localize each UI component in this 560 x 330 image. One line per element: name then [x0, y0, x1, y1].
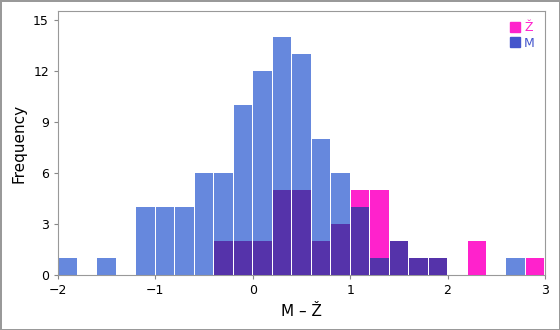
Bar — [331, 173, 349, 275]
X-axis label: M – Ž: M – Ž — [281, 304, 322, 319]
Bar — [156, 207, 174, 275]
Bar — [292, 190, 311, 275]
Bar — [214, 241, 233, 275]
Bar — [390, 241, 408, 275]
Bar — [428, 258, 447, 275]
Bar — [370, 258, 389, 275]
Bar — [390, 241, 408, 275]
Bar — [195, 173, 213, 275]
Bar — [273, 37, 291, 275]
Bar — [506, 258, 525, 275]
Bar — [97, 258, 116, 275]
Bar — [409, 258, 428, 275]
Bar — [370, 258, 389, 275]
Bar — [331, 224, 349, 275]
Bar — [175, 207, 194, 275]
Bar — [214, 241, 233, 275]
Bar — [468, 241, 486, 275]
Bar — [409, 258, 428, 275]
Bar — [331, 224, 349, 275]
Bar — [253, 241, 272, 275]
Bar — [292, 54, 311, 275]
Bar — [370, 190, 389, 275]
Bar — [234, 241, 252, 275]
Bar — [390, 241, 408, 275]
Bar — [428, 258, 447, 275]
Bar — [253, 71, 272, 275]
Bar — [292, 190, 311, 275]
Bar — [312, 241, 330, 275]
Bar — [351, 190, 369, 275]
Bar — [253, 241, 272, 275]
Bar — [273, 190, 291, 275]
Bar — [137, 207, 155, 275]
Y-axis label: Frequency: Frequency — [11, 103, 26, 182]
Legend: Ž, M: Ž, M — [507, 17, 539, 53]
Bar — [351, 207, 369, 275]
Bar — [273, 190, 291, 275]
Bar — [234, 105, 252, 275]
Bar — [214, 173, 233, 275]
Bar — [428, 258, 447, 275]
Bar — [351, 207, 369, 275]
Bar — [58, 258, 77, 275]
Bar — [312, 139, 330, 275]
Bar — [409, 258, 428, 275]
Bar — [312, 241, 330, 275]
Bar — [234, 241, 252, 275]
Bar — [526, 258, 544, 275]
